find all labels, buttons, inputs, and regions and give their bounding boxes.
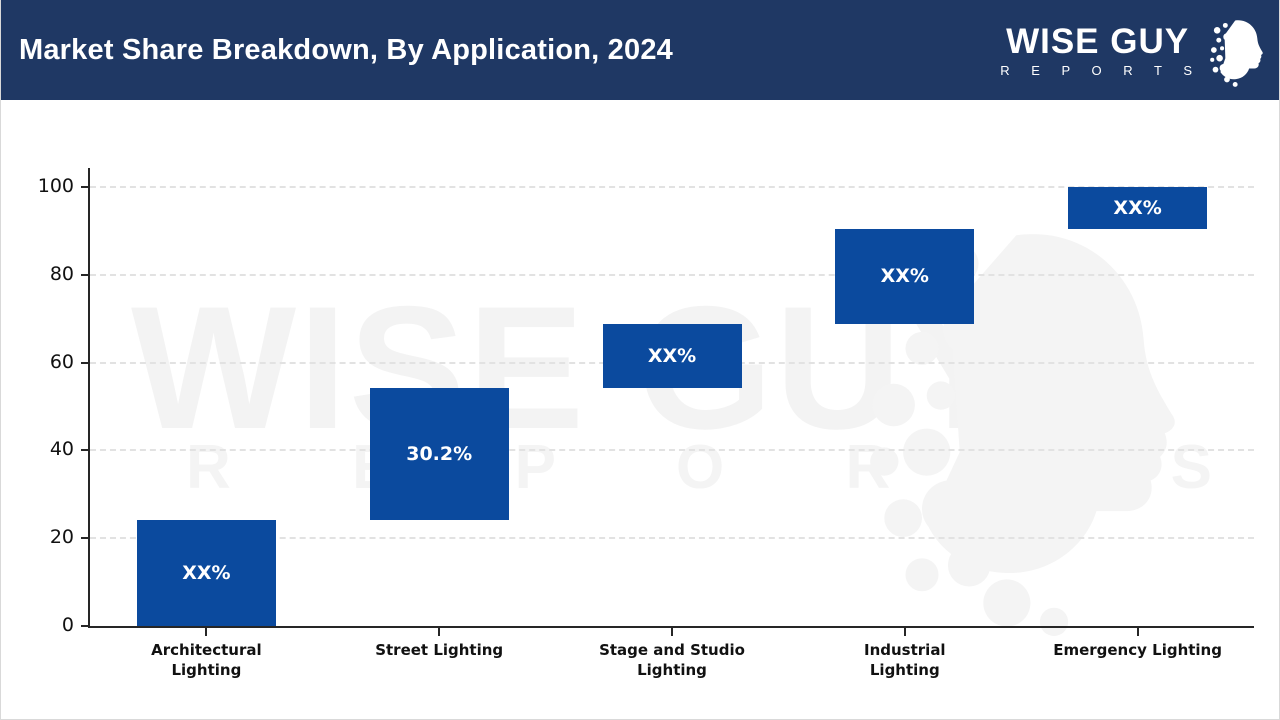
y-tick-label-0: 0 [61, 614, 74, 636]
x-tick-mark-2 [438, 628, 441, 636]
bar-4: XX% [835, 228, 975, 324]
brand-subname: R E P O R T S [1000, 62, 1201, 78]
bar-value-label: 30.2% [406, 442, 473, 465]
x-tick-label-line: Architectural [151, 641, 262, 659]
x-tick-mark-3 [671, 628, 673, 636]
x-tick-label-line: Industrial [864, 641, 946, 659]
x-tick-label-line: Lighting [637, 661, 707, 679]
x-axis [88, 626, 1254, 628]
x-tick-label-line: Lighting [171, 661, 242, 679]
x-tick-mark-5 [1136, 628, 1139, 636]
y-tick-label-20: 20 [49, 526, 74, 549]
bar-value-label: XX% [1113, 196, 1162, 219]
bar-2: 30.2% [369, 387, 509, 521]
bar-value-label: XX% [880, 265, 929, 288]
x-tick-label-2: Street Lighting [319, 640, 559, 660]
bar-value-label: XX% [182, 562, 231, 585]
gridline-40 [90, 449, 1254, 452]
brand-logo-text: WISE GUY R E P O R T S [994, 24, 1201, 77]
y-tick-label-40: 40 [49, 438, 74, 461]
header-bar: Market Share Breakdown, By Application, … [1, 0, 1279, 100]
x-tick-mark-1 [205, 628, 208, 636]
y-tick-mark-60 [81, 361, 90, 364]
gridline-100 [90, 186, 1254, 188]
y-tick-mark-40 [81, 449, 90, 452]
y-tick-mark-20 [81, 537, 90, 540]
y-tick-label-80: 80 [49, 262, 74, 285]
brand-logo: WISE GUY R E P O R T S [994, 8, 1265, 92]
y-tick-mark-100 [81, 186, 90, 188]
x-tick-label-line: Stage and Studio [599, 641, 745, 659]
y-tick-mark-80 [81, 273, 90, 276]
x-tick-label-4: Industrial Lighting [785, 640, 1025, 680]
bar-3: XX% [602, 323, 742, 388]
gridline-80 [90, 273, 1254, 276]
x-tick-label-1: Architectural Lighting [86, 640, 326, 680]
x-tick-label-line: Emergency Lighting [1053, 641, 1222, 659]
x-tick-label-line: Street Lighting [375, 641, 504, 659]
y-tick-mark-0 [81, 625, 90, 627]
y-tick-label-100: 100 [37, 175, 74, 197]
y-tick-label-60: 60 [49, 350, 74, 373]
bar-value-label: XX% [647, 344, 697, 367]
y-axis [88, 168, 90, 628]
x-tick-label-3: Stage and Studio Lighting [552, 640, 792, 680]
brand-name: WISE GUY [1006, 21, 1190, 61]
x-tick-label-line: Lighting [869, 661, 940, 679]
bar-1: XX% [136, 520, 276, 626]
bar-5: XX% [1068, 187, 1208, 229]
brand-head-icon [1210, 20, 1263, 87]
x-tick-label-5: Emergency Lighting [1018, 640, 1258, 660]
watermark-head-icon [870, 234, 1175, 636]
gridline-20 [90, 537, 1254, 540]
page-title: Market Share Breakdown, By Application, … [19, 33, 673, 66]
x-tick-mark-4 [903, 628, 906, 636]
